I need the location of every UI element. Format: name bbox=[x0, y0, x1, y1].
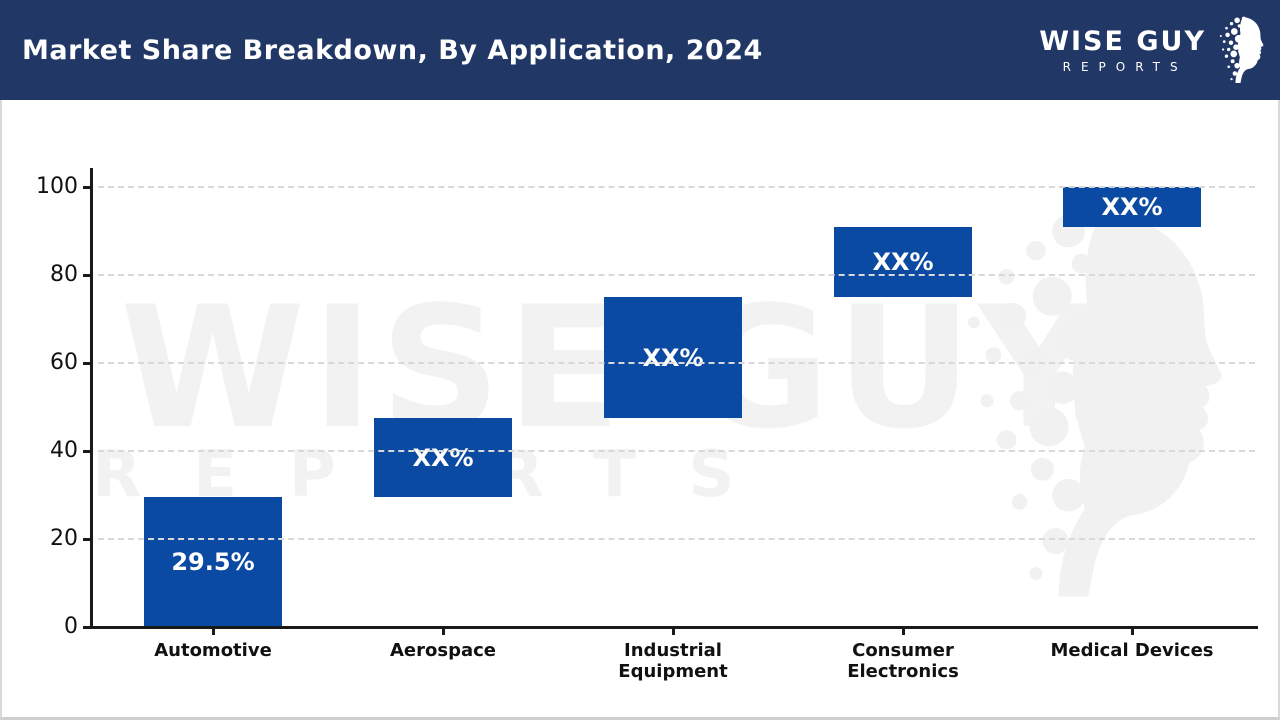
bar-consumer-electronics: XX% bbox=[834, 226, 972, 297]
gridline-100 bbox=[98, 186, 1255, 188]
bar-aerospace: XX% bbox=[374, 418, 512, 498]
y-tick-label-40: 40 bbox=[50, 438, 78, 463]
logo-wordmark: WISE GUY bbox=[1039, 25, 1206, 57]
logo-subtitle: REPORTS bbox=[1062, 59, 1188, 74]
y-axis-line bbox=[90, 168, 93, 629]
x-tick-mark-2 bbox=[442, 628, 445, 635]
y-tick-mark-20 bbox=[83, 538, 91, 541]
y-tick-mark-100 bbox=[83, 186, 91, 189]
bar-value-label: XX% bbox=[412, 443, 474, 472]
wiseguy-logo-text: WISE GUY REPORTS bbox=[1039, 25, 1206, 74]
bar-value-label: 29.5% bbox=[171, 548, 255, 577]
bar-value-label: XX% bbox=[872, 247, 934, 276]
y-tick-label-0: 0 bbox=[64, 614, 78, 639]
watermark-head-icon bbox=[968, 209, 1222, 597]
y-tick-mark-0 bbox=[83, 626, 91, 629]
bar-value-label: XX% bbox=[642, 343, 704, 372]
y-tick-label-100: 100 bbox=[36, 174, 78, 199]
category-label-aerospace: Aerospace bbox=[389, 640, 496, 661]
x-tick-mark-4 bbox=[902, 628, 905, 635]
y-tick-label-60: 60 bbox=[50, 350, 78, 375]
y-tick-mark-40 bbox=[83, 450, 91, 453]
category-label-consumer-electronics: Consumer Electronics bbox=[847, 640, 959, 682]
x-tick-mark-5 bbox=[1131, 628, 1134, 635]
category-label-industrial-equipment: Industrial Equipment bbox=[618, 640, 728, 682]
bar-value-label: XX% bbox=[1101, 192, 1163, 221]
gridline-80 bbox=[98, 274, 1255, 276]
bar-medical-devices: XX% bbox=[1063, 187, 1201, 227]
y-tick-label-80: 80 bbox=[50, 262, 78, 287]
wiseguy-logo: WISE GUY REPORTS bbox=[1039, 15, 1264, 85]
y-tick-mark-80 bbox=[83, 274, 91, 277]
wiseguy-head-icon bbox=[1219, 16, 1264, 84]
page-title: Market Share Breakdown, By Application, … bbox=[22, 34, 763, 66]
gridline-20 bbox=[98, 538, 1255, 540]
y-tick-label-20: 20 bbox=[50, 526, 78, 551]
gridline-40 bbox=[98, 450, 1255, 452]
x-axis-line bbox=[88, 626, 1258, 629]
category-label-automotive: Automotive bbox=[154, 640, 272, 661]
gridline-60 bbox=[98, 362, 1255, 364]
bar-industrial-equipment: XX% bbox=[604, 297, 742, 418]
y-tick-mark-60 bbox=[83, 362, 91, 365]
category-label-medical-devices: Medical Devices bbox=[1050, 640, 1214, 661]
header-bar: Market Share Breakdown, By Application, … bbox=[0, 0, 1280, 100]
x-tick-mark-3 bbox=[672, 628, 675, 635]
bar-automotive: 29.5% bbox=[144, 497, 282, 627]
x-tick-mark-1 bbox=[212, 628, 215, 635]
